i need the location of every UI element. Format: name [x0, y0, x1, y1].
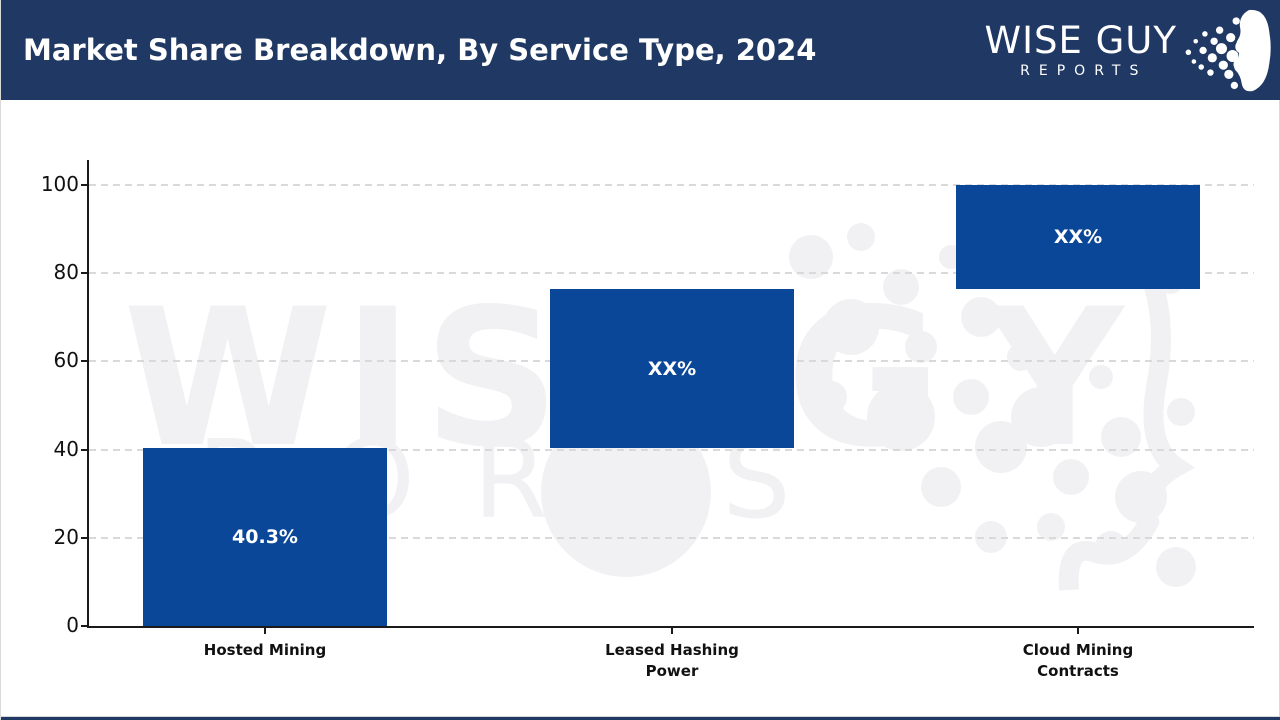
x-axis-line	[87, 626, 1254, 628]
x-tick-mark-leased-hashing-power	[671, 627, 673, 634]
bar-cloud-mining-contracts: XX%	[956, 185, 1200, 290]
y-tick-mark-40	[81, 448, 88, 451]
y-tick-label-80: 80	[53, 260, 79, 285]
gridline-20	[89, 536, 1254, 539]
x-tick-label-leased-hashing-power: Leased Hashing Power	[605, 641, 739, 680]
gridline-80	[89, 272, 1254, 275]
logo-face-icon	[1185, 9, 1271, 92]
x-tick-mark-cloud-mining-contracts	[1077, 627, 1079, 634]
x-tick-label-hosted-mining: Hosted Mining	[203, 641, 327, 659]
chart-title: Market Share Breakdown, By Service Type,…	[23, 33, 817, 67]
wise-guy-reports-logo: WISE GUY REPORTS	[985, 0, 1273, 100]
y-tick-label-100: 100	[40, 172, 79, 196]
y-axis-line	[87, 160, 89, 628]
y-tick-label-20: 20	[53, 524, 79, 549]
y-tick-mark-20	[81, 536, 88, 539]
bar-hosted-mining: 40.3%	[143, 448, 387, 626]
y-tick-mark-60	[81, 360, 88, 363]
x-tick-mark-hosted-mining	[264, 627, 266, 634]
y-tick-mark-100	[81, 184, 88, 186]
x-tick-label-cloud-mining-contracts: Cloud Mining Contracts	[1022, 641, 1134, 680]
y-tick-mark-80	[81, 272, 88, 275]
logo-text: WISE GUY REPORTS	[984, 18, 1177, 79]
bar-value-label-leased-hashing-power: XX%	[647, 357, 697, 380]
bar-leased-hashing-power: XX%	[550, 289, 794, 449]
footer-bar	[1, 717, 1280, 720]
bottom-divider	[1, 716, 1280, 717]
header-bar: Market Share Breakdown, By Service Type,…	[1, 0, 1280, 100]
y-tick-label-60: 60	[53, 348, 79, 373]
logo-subtitle: REPORTS	[1020, 62, 1148, 79]
gridline-40	[89, 448, 1254, 451]
y-tick-label-0: 0	[66, 613, 79, 637]
gridline-100	[89, 184, 1254, 186]
y-tick-label-40: 40	[53, 436, 79, 461]
bar-value-label-hosted-mining: 40.3%	[232, 526, 298, 549]
logo-wordmark: WISE GUY	[984, 18, 1177, 62]
y-tick-mark-0	[81, 625, 88, 627]
bar-value-label-cloud-mining-contracts: XX%	[1053, 226, 1103, 249]
